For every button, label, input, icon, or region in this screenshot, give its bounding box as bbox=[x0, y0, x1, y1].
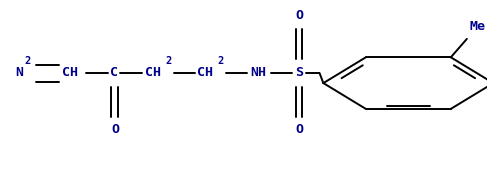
Text: CH: CH bbox=[197, 66, 213, 79]
Text: 2: 2 bbox=[165, 56, 172, 66]
Text: 2: 2 bbox=[217, 56, 224, 66]
Text: CH: CH bbox=[145, 66, 161, 79]
Text: S: S bbox=[294, 66, 303, 79]
Text: NH: NH bbox=[249, 66, 265, 79]
Text: C: C bbox=[110, 66, 118, 79]
Text: Me: Me bbox=[468, 20, 485, 33]
Text: O: O bbox=[295, 122, 303, 136]
Text: O: O bbox=[295, 8, 303, 21]
Text: O: O bbox=[111, 122, 119, 136]
Text: N: N bbox=[15, 66, 23, 79]
Text: CH: CH bbox=[62, 66, 78, 79]
Text: 2: 2 bbox=[24, 56, 31, 66]
